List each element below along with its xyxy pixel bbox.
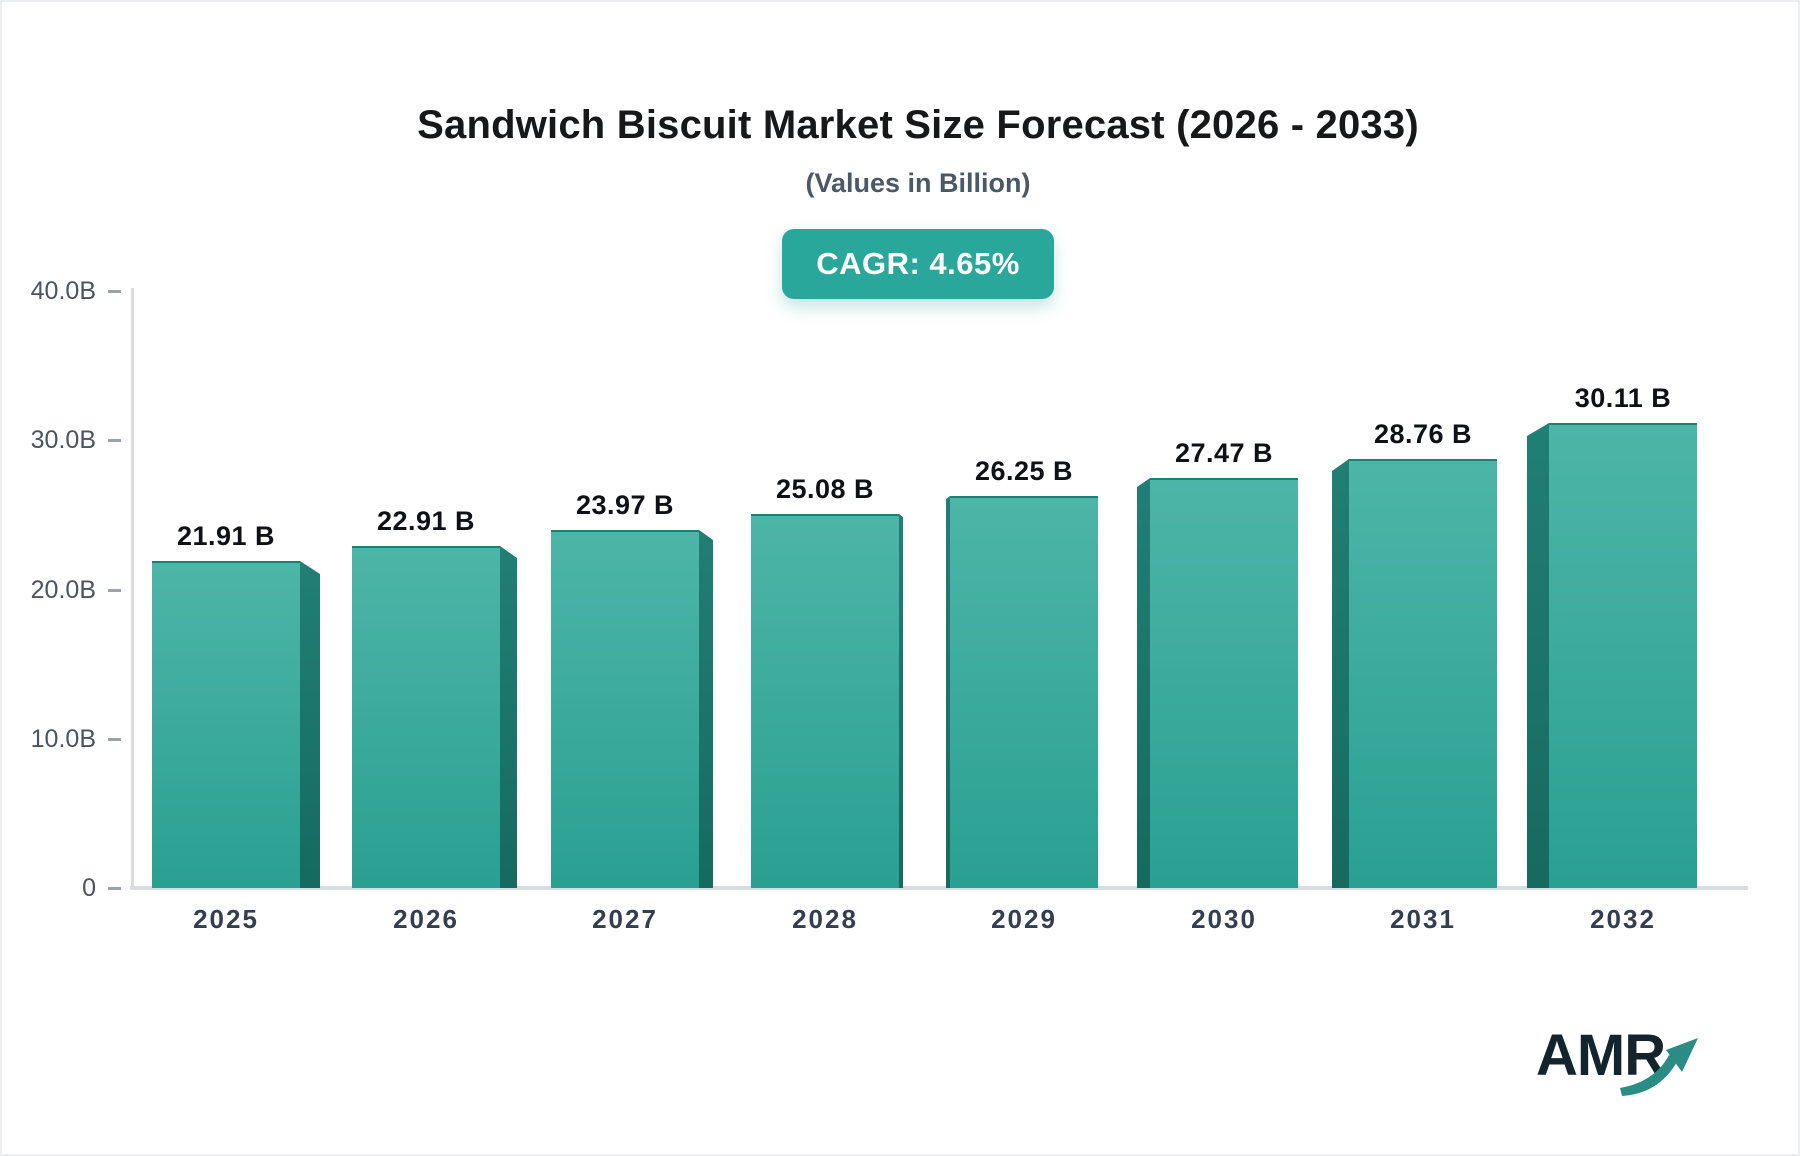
bar-side-face xyxy=(1527,423,1549,888)
x-axis-label: 2027 xyxy=(592,904,658,934)
bar-face xyxy=(152,561,300,888)
x-axis-label: 2031 xyxy=(1390,904,1456,934)
y-tick-mark xyxy=(108,887,121,890)
bar-face xyxy=(352,546,500,888)
bar-face xyxy=(1150,478,1298,888)
bar-side-face xyxy=(699,530,713,888)
chart-title: Sandwich Biscuit Market Size Forecast (2… xyxy=(417,103,1419,147)
x-axis-label: 2032 xyxy=(1590,904,1656,934)
x-axis-label: 2029 xyxy=(991,904,1057,934)
bar-value-label: 28.76 B xyxy=(1373,419,1473,449)
bar-side-face xyxy=(1137,478,1150,888)
y-tick-label: 40.0B xyxy=(30,277,96,305)
chart-header: Sandwich Biscuit Market Size Forecast (2… xyxy=(20,2,1798,299)
y-tick-label: 10.0B xyxy=(30,724,96,753)
y-tick-mark xyxy=(108,290,121,293)
x-axis-label: 2028 xyxy=(792,904,858,934)
bar-face xyxy=(551,530,699,888)
y-tick-label: 20.0B xyxy=(30,575,96,604)
bar-face xyxy=(950,496,1098,888)
bar-value-label: 30.11 B xyxy=(1574,383,1672,413)
bar-side-face xyxy=(899,514,903,888)
amr-logo: AMR xyxy=(1536,1024,1776,1134)
y-axis-line xyxy=(131,288,134,888)
bar-value-label: 22.91 B xyxy=(376,506,476,536)
bar-side-face xyxy=(500,546,517,888)
amr-logo-text: AMR xyxy=(1536,1023,1666,1088)
chart-subtitle: (Values in Billion) xyxy=(805,168,1031,198)
growth-arrow-icon xyxy=(1620,1038,1698,1096)
y-tick-label: 0 xyxy=(82,874,96,902)
x-axis-line xyxy=(130,886,1748,890)
y-tick-mark xyxy=(108,588,121,592)
x-axis-label: 2030 xyxy=(1191,904,1257,934)
bar-value-label: 23.97 B xyxy=(575,490,675,520)
bar-value-label: 21.91 B xyxy=(176,521,276,551)
bar-face xyxy=(1349,459,1497,888)
bar-value-label: 25.08 B xyxy=(775,474,875,504)
y-tick-mark xyxy=(108,737,121,741)
bar-side-face xyxy=(1332,459,1349,888)
y-tick-mark xyxy=(108,439,121,443)
bar-value-label: 27.47 B xyxy=(1174,438,1274,468)
bar-side-face xyxy=(946,496,950,888)
y-tick-label: 30.0B xyxy=(30,426,96,455)
bar-value-label: 26.25 B xyxy=(974,456,1074,486)
bar-face xyxy=(751,514,899,888)
x-axis-label: 2026 xyxy=(393,904,459,934)
x-axis-label: 2025 xyxy=(193,904,259,934)
bar-side-face xyxy=(300,561,320,888)
bar-face xyxy=(1549,423,1697,888)
cagr-badge: CAGR: 4.65% xyxy=(782,229,1054,299)
